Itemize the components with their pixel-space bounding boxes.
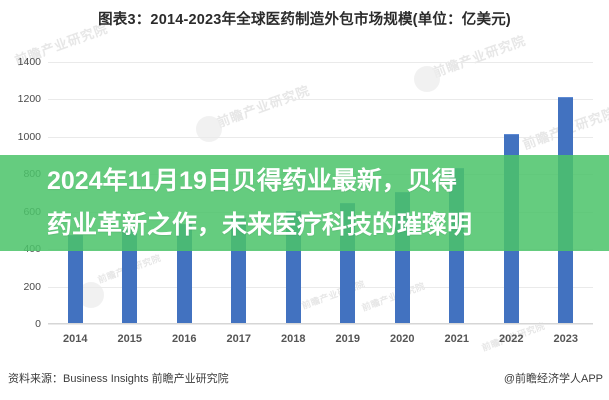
chart-title: 图表3：2014-2023年全球医药制造外包市场规模(单位：亿美元) (98, 12, 511, 28)
x-axis-tick-label: 2018 (281, 333, 306, 345)
x-axis-tick-label: 2016 (172, 333, 197, 345)
x-axis-tick-label: 2017 (226, 333, 251, 345)
overlay-banner (0, 155, 609, 251)
gridline (48, 136, 593, 138)
overlay-headline-line-2: 药业革新之作，未来医疗科技的璀璨明 (47, 211, 473, 239)
brand-label: @前瞻经济学人APP (503, 373, 603, 385)
y-axis-tick-label: 0 (35, 318, 41, 330)
y-axis-tick-label: 200 (23, 280, 41, 293)
x-axis-tick-label: 2019 (335, 333, 360, 345)
axis-baseline (48, 323, 593, 324)
x-axis-tick-label: 2021 (444, 333, 469, 345)
gridline (48, 286, 593, 288)
source-label: 资料来源：Business Insights 前瞻产业研究院 (8, 373, 229, 385)
gridline (48, 62, 593, 63)
x-axis-tick-label: 2023 (553, 333, 578, 345)
gridline (48, 324, 593, 325)
x-axis-tick-label: 2014 (63, 333, 88, 345)
x-axis-tick-label: 2020 (390, 333, 415, 345)
y-axis-tick-label: 1200 (17, 93, 41, 106)
y-axis-tick-label: 1400 (17, 56, 41, 68)
y-axis-tick-label: 1000 (17, 130, 41, 143)
chart-footer: 资料来源：Business Insights 前瞻产业研究院 @前瞻经济学人AP… (0, 370, 609, 386)
overlay-headline: 2024年11月19日贝得药业最新，贝得 药业革新之作，未来医疗科技的璀璨明 (47, 159, 609, 247)
gridline (48, 99, 593, 101)
overlay-headline-line-1: 2024年11月19日贝得药业最新，贝得 (47, 167, 457, 195)
x-axis-tick-label: 2022 (499, 333, 524, 345)
x-axis-tick-label: 2015 (117, 333, 142, 345)
